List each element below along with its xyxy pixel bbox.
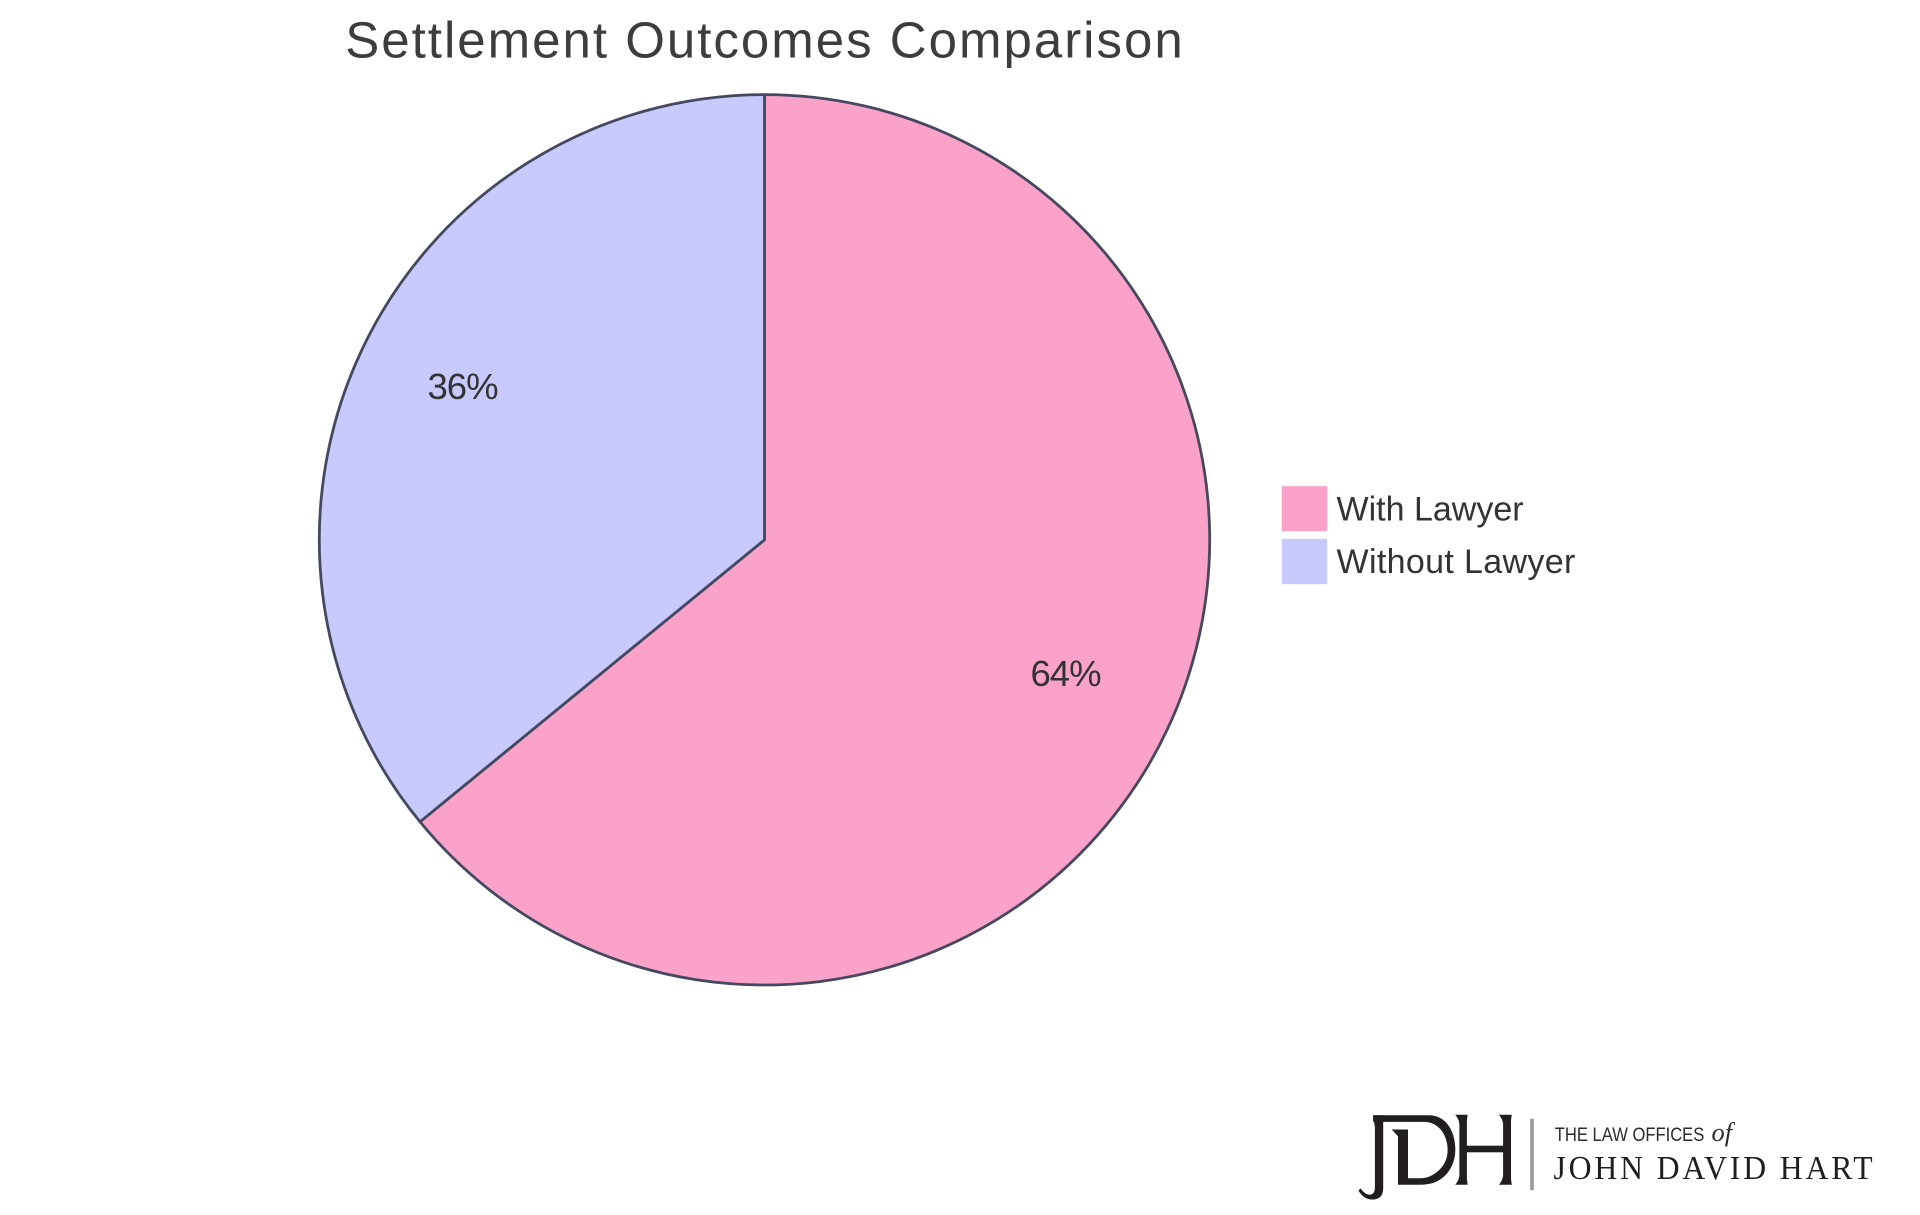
svg-text:36%: 36% <box>427 366 498 407</box>
svg-text:Without Lawyer: Without Lawyer <box>1337 543 1576 581</box>
svg-text:JOHN DAVID HART: JOHN DAVID HART <box>1554 1150 1876 1187</box>
svg-text:64%: 64% <box>1030 653 1101 694</box>
svg-text:of: of <box>1712 1117 1736 1147</box>
svg-text:Settlement Outcomes Comparison: Settlement Outcomes Comparison <box>345 12 1185 69</box>
svg-text:THE LAW OFFICES: THE LAW OFFICES <box>1555 1124 1705 1146</box>
svg-text:With Lawyer: With Lawyer <box>1337 491 1524 529</box>
